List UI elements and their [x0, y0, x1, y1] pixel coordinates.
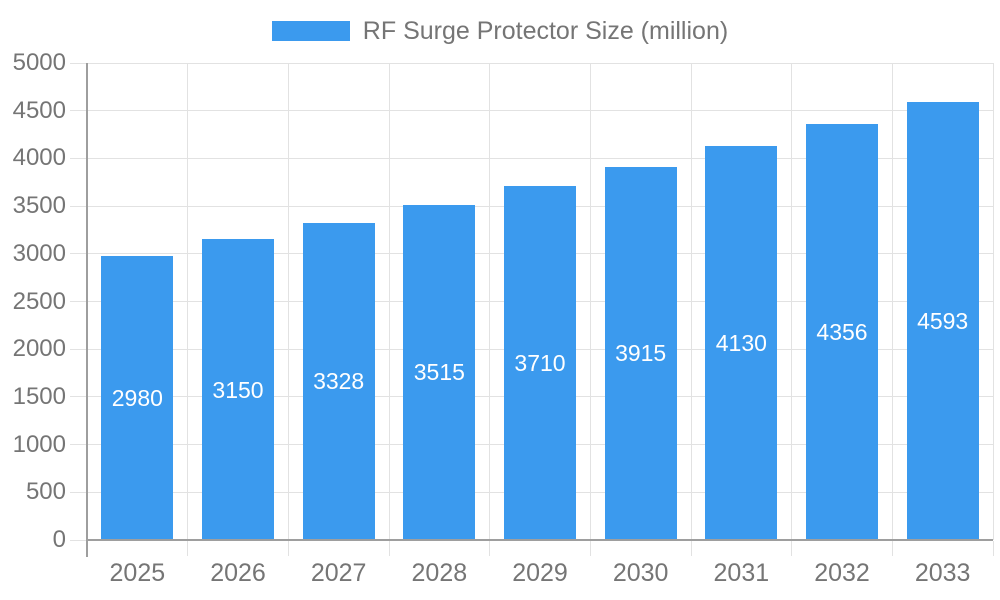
bar-value-label: 2980	[111, 384, 163, 411]
bar-value-label: 3915	[615, 340, 667, 367]
x-axis-tick-label: 2029	[512, 559, 568, 587]
bar-value-label: 4356	[816, 319, 868, 346]
bar[interactable]	[906, 101, 979, 540]
x-gridline	[287, 63, 289, 540]
y-axis-tick-label: 2500	[12, 287, 66, 315]
x-axis-tick-label: 2032	[814, 559, 870, 587]
x-axis-tick	[891, 541, 893, 556]
bar-value-label: 3328	[313, 368, 365, 395]
x-axis-tick	[388, 541, 390, 556]
bar-value-label: 3710	[514, 350, 566, 377]
y-axis-tick-label: 0	[52, 526, 66, 553]
x-gridline	[791, 63, 793, 540]
bar[interactable]	[101, 255, 174, 540]
legend-label[interactable]: RF Surge Protector Size (million)	[362, 17, 729, 45]
bar[interactable]	[403, 204, 476, 540]
bar[interactable]	[806, 124, 878, 540]
bar[interactable]	[302, 222, 375, 540]
x-axis-tick	[690, 541, 692, 556]
y-axis-tick-label: 3500	[12, 192, 66, 220]
x-axis-tick-label: 2026	[210, 559, 266, 587]
x-axis-tick-label: 2031	[713, 559, 770, 587]
x-gridline	[690, 63, 692, 540]
y-axis-tick-label: 5000	[12, 49, 66, 76]
legend-swatch[interactable]	[271, 21, 350, 41]
bar-value-label: 3515	[413, 359, 465, 386]
bar-value-label: 3150	[212, 376, 264, 403]
legend: RF Surge Protector Size (million)	[0, 15, 1000, 47]
y-axis-tick-label: 4000	[12, 144, 66, 172]
x-axis-tick-label: 2028	[411, 559, 468, 587]
bar[interactable]	[202, 239, 274, 540]
x-axis-tick	[791, 541, 793, 556]
bar-value-label: 4130	[715, 329, 767, 356]
x-axis-tick-label: 2025	[109, 559, 166, 587]
x-gridline	[388, 63, 390, 540]
x-axis-tick-label: 2030	[612, 559, 669, 587]
bar[interactable]	[604, 166, 677, 540]
x-axis-tick-label: 2027	[310, 559, 367, 587]
bar[interactable]	[504, 186, 576, 540]
x-axis-tick	[187, 541, 189, 556]
x-gridline	[489, 63, 491, 540]
x-gridline	[992, 63, 994, 540]
x-axis-line	[87, 539, 993, 541]
y-axis-tick-label: 2000	[12, 335, 66, 363]
y-gridline	[70, 110, 993, 112]
bar[interactable]	[705, 145, 778, 540]
y-axis-tick-label: 500	[25, 478, 66, 506]
x-gridline	[891, 63, 893, 540]
y-axis-tick-label: 3000	[12, 239, 66, 267]
y-axis-tick-label: 1500	[12, 382, 66, 410]
y-axis-tick-label: 4500	[12, 96, 66, 124]
y-axis-tick-label: 1000	[12, 430, 66, 458]
bar-value-label: 4593	[917, 307, 969, 334]
y-axis-line	[86, 63, 88, 557]
x-gridline	[187, 63, 189, 540]
x-axis-tick	[992, 541, 994, 556]
y-gridline	[70, 157, 993, 159]
x-gridline	[589, 63, 591, 540]
x-axis-tick-label: 2033	[914, 559, 971, 587]
x-axis-tick	[589, 541, 591, 556]
x-axis-tick	[489, 541, 491, 556]
x-axis-tick	[287, 541, 289, 556]
y-gridline	[70, 62, 993, 64]
